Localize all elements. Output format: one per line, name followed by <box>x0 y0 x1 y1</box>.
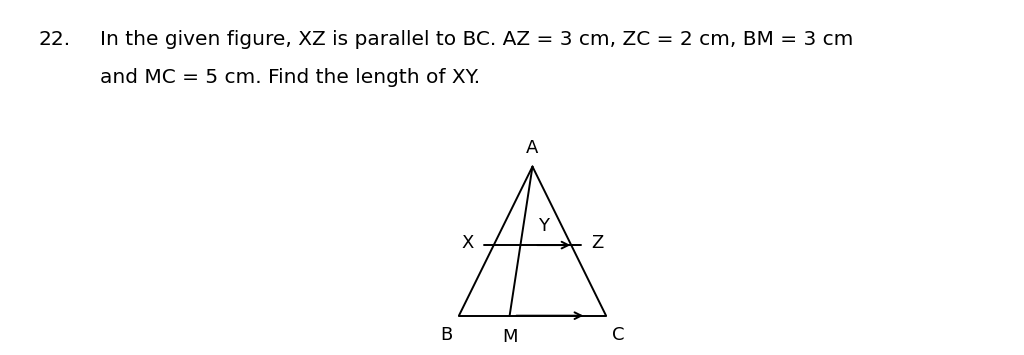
Text: M: M <box>502 328 517 346</box>
Text: A: A <box>526 138 539 157</box>
Text: Z: Z <box>591 234 603 252</box>
Text: In the given figure, XZ is parallel to BC. AZ = 3 cm, ZC = 2 cm, BM = 3 cm: In the given figure, XZ is parallel to B… <box>100 30 853 49</box>
Text: 22.: 22. <box>38 30 70 49</box>
Text: Y: Y <box>539 217 550 235</box>
Text: B: B <box>440 326 453 344</box>
Text: X: X <box>462 234 474 252</box>
Text: C: C <box>612 326 625 344</box>
Text: and MC = 5 cm. Find the length of XY.: and MC = 5 cm. Find the length of XY. <box>100 68 480 87</box>
